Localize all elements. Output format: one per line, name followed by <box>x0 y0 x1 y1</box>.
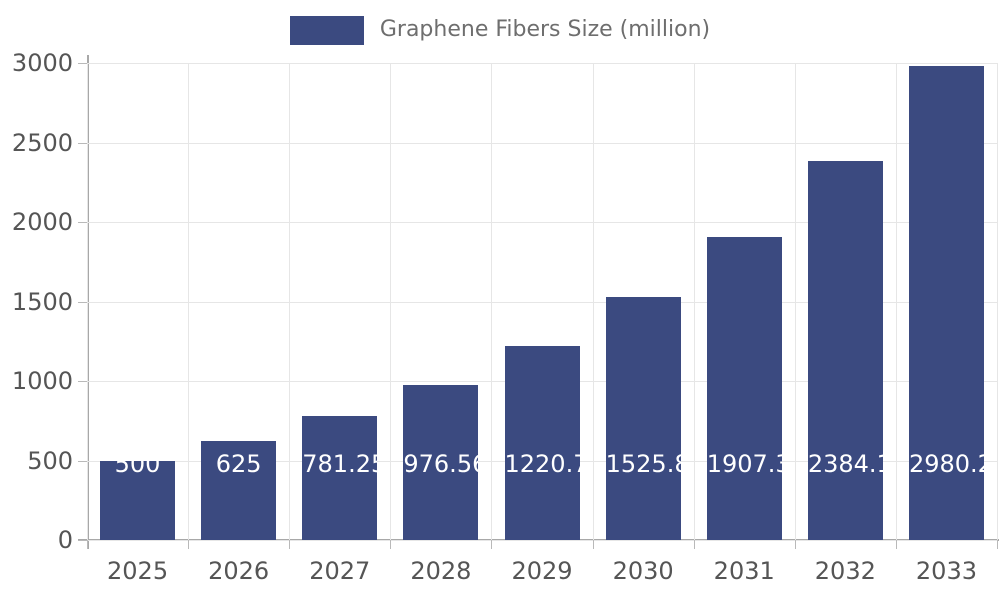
gridline-vertical <box>896 63 897 540</box>
y-axis-tick <box>78 63 87 64</box>
bar-value-label: 1525.87 <box>605 449 681 478</box>
x-axis-tick-label: 2031 <box>713 557 775 585</box>
y-axis-tick-label: 2500 <box>11 128 73 157</box>
x-axis-tick <box>997 540 998 549</box>
gridline-vertical <box>795 63 796 540</box>
x-axis-tick-label: 2027 <box>309 557 371 585</box>
x-axis-tick <box>87 540 88 549</box>
x-axis-tick-label: 2029 <box>511 557 573 585</box>
x-axis-tick-label: 2032 <box>814 557 876 585</box>
y-axis-tick-label: 0 <box>57 526 73 554</box>
bar[interactable]: 2384.18 <box>807 160 883 540</box>
bar[interactable]: 781.25 <box>302 415 378 540</box>
x-axis-tick <box>289 540 290 549</box>
y-axis-tick <box>78 301 87 303</box>
y-axis-tick-label: 1500 <box>11 287 73 316</box>
bar[interactable]: 625 <box>201 440 277 540</box>
bar-value-label: 2980.22 <box>908 449 984 478</box>
y-axis-tick-label: 1000 <box>11 367 73 395</box>
bar[interactable]: 1220.7 <box>504 345 580 540</box>
x-axis-tick <box>491 540 492 549</box>
x-axis-tick <box>694 540 695 549</box>
x-axis-tick-label: 2030 <box>612 557 674 585</box>
bar-value-label: 500 <box>114 460 161 478</box>
x-axis-tick-label: 2028 <box>410 557 472 585</box>
gridline-horizontal <box>87 222 997 223</box>
gridline-vertical <box>593 63 594 540</box>
y-axis-tick-label: 3000 <box>11 49 73 77</box>
bar-value-label: 1220.7 <box>504 449 580 478</box>
bar-value-label: 1907.34 <box>706 449 782 478</box>
gridline-horizontal <box>87 142 997 144</box>
x-axis-tick <box>593 540 594 549</box>
x-axis-tick-label: 2025 <box>107 557 169 585</box>
y-axis-tick <box>78 460 87 462</box>
gridline-horizontal <box>87 540 997 541</box>
x-axis-tick <box>896 540 897 549</box>
bar-value-label: 976.56 <box>403 449 478 478</box>
x-axis-tick-label: 2026 <box>208 557 270 585</box>
x-axis-tick-label: 2033 <box>915 557 977 585</box>
bar-value-label: 2384.18 <box>807 449 883 478</box>
legend-color-swatch <box>289 15 364 45</box>
gridline-vertical <box>390 63 391 540</box>
gridline-horizontal <box>87 301 997 303</box>
y-axis-tick-label: 500 <box>27 446 73 475</box>
bar-value-label: 625 <box>215 450 262 478</box>
x-axis-tick <box>795 540 796 549</box>
y-axis-tick <box>78 381 87 382</box>
plot-area: 0 500 1000 1500 2000 2500 3000 2025 2026 2027 202… <box>12 51 998 583</box>
bar[interactable]: 2980.22 <box>908 66 984 540</box>
x-axis-tick <box>390 540 391 549</box>
gridline-vertical <box>997 63 998 540</box>
y-axis-tick <box>78 540 87 541</box>
gridline-vertical <box>694 63 695 540</box>
gridline-vertical <box>289 63 290 540</box>
gridline-vertical <box>491 63 492 540</box>
bar-value-label: 781.25 <box>302 450 377 478</box>
gridline-horizontal <box>87 63 997 64</box>
x-axis-tick <box>188 540 189 549</box>
bar[interactable]: 500 <box>100 460 176 540</box>
bar[interactable]: 1525.87 <box>605 297 681 540</box>
bar[interactable]: 976.56 <box>403 384 479 540</box>
gridline-vertical <box>87 63 88 540</box>
bar[interactable]: 1907.34 <box>706 236 782 540</box>
y-axis-tick <box>78 222 87 223</box>
legend-label: Graphene Fibers Size (million) <box>379 17 711 42</box>
chart-legend: Graphene Fibers Size (million) <box>0 8 1000 52</box>
y-axis-tick <box>78 142 87 144</box>
gridline-vertical <box>188 63 189 540</box>
y-axis-tick-label: 2000 <box>11 208 73 236</box>
